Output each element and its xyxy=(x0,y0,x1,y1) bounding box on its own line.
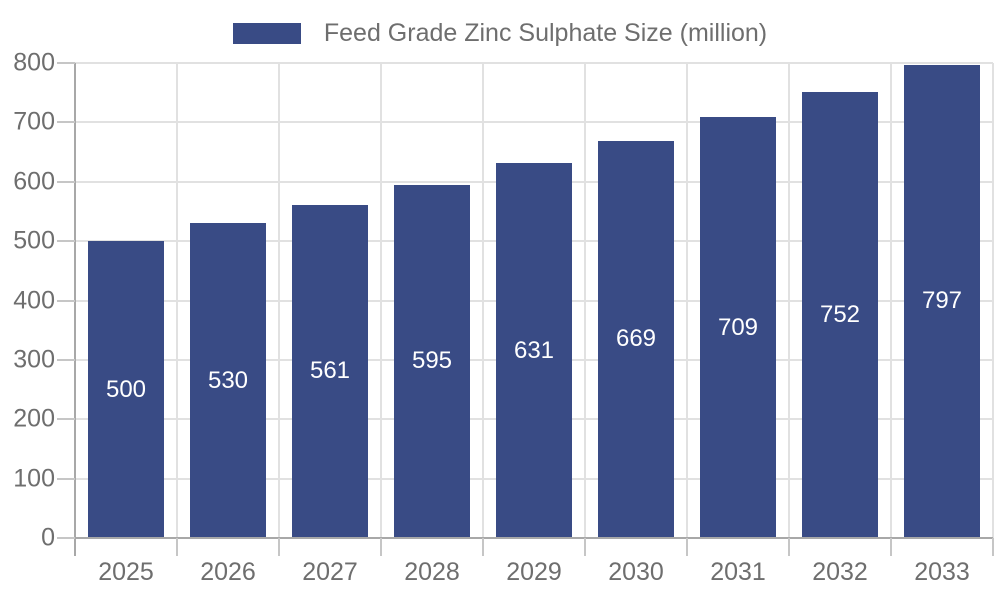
x-tick-label: 2028 xyxy=(404,558,460,586)
gridline-vertical xyxy=(584,63,586,538)
gridline-vertical xyxy=(890,63,892,538)
y-axis-tick xyxy=(57,299,75,302)
bar-value-label: 752 xyxy=(819,300,861,328)
bar: 631 xyxy=(496,163,572,538)
x-tick-label: 2029 xyxy=(506,558,562,586)
bar-value-label: 669 xyxy=(615,325,657,353)
bar: 797 xyxy=(904,64,980,538)
x-tick-label: 2026 xyxy=(200,558,256,586)
y-tick-label: 0 xyxy=(41,523,55,552)
bar-value-label: 530 xyxy=(207,366,249,394)
legend-label: Feed Grade Zinc Sulphate Size (million) xyxy=(323,19,768,47)
x-tick-label: 2031 xyxy=(710,558,766,586)
y-axis-tick xyxy=(57,121,75,124)
gridline-vertical xyxy=(482,63,484,538)
legend[interactable]: Feed Grade Zinc Sulphate Size (million) xyxy=(0,20,1000,46)
y-axis-tick xyxy=(57,537,75,539)
bar: 530 xyxy=(190,223,266,538)
y-tick-label: 600 xyxy=(13,167,55,196)
x-axis-tick xyxy=(278,538,280,556)
bar: 709 xyxy=(700,117,776,538)
y-tick-label: 100 xyxy=(13,464,55,493)
bar: 595 xyxy=(394,184,470,538)
x-tick-label: 2033 xyxy=(914,558,970,586)
bar-value-label: 500 xyxy=(105,375,147,403)
x-axis-tick xyxy=(890,538,892,556)
bar: 752 xyxy=(802,91,878,538)
gridline-vertical xyxy=(278,63,280,538)
bar-value-label: 595 xyxy=(411,347,453,375)
x-axis-tick xyxy=(176,538,178,556)
y-tick-label: 300 xyxy=(13,345,55,374)
x-tick-label: 2027 xyxy=(302,558,358,586)
y-tick-label: 700 xyxy=(13,107,55,136)
y-axis-tick xyxy=(57,358,75,361)
x-tick-label: 2030 xyxy=(608,558,664,586)
gridline-horizontal xyxy=(75,121,993,124)
bar-value-label: 797 xyxy=(921,287,963,315)
gridline-vertical xyxy=(788,63,790,538)
x-axis-tick xyxy=(788,538,790,556)
x-axis-tick xyxy=(482,538,484,556)
x-axis-tick xyxy=(584,538,586,556)
y-axis-tick xyxy=(57,62,75,64)
y-axis-tick xyxy=(57,477,75,480)
legend-swatch xyxy=(232,22,301,44)
gridline-vertical xyxy=(176,63,178,538)
y-tick-label: 500 xyxy=(13,226,55,255)
gridline-vertical xyxy=(380,63,382,538)
bar: 561 xyxy=(292,204,368,538)
y-tick-label: 400 xyxy=(13,286,55,314)
bar-value-label: 631 xyxy=(513,336,555,364)
y-axis-tick xyxy=(57,180,75,183)
x-tick-label: 2032 xyxy=(812,558,868,586)
y-axis-line xyxy=(74,63,76,556)
x-axis-tick xyxy=(992,538,994,556)
bar-value-label: 709 xyxy=(717,313,759,341)
gridline-vertical xyxy=(992,63,994,538)
y-axis-tick xyxy=(57,240,75,243)
gridline-vertical xyxy=(686,63,688,538)
y-tick-label: 200 xyxy=(13,404,55,433)
bar: 669 xyxy=(598,140,674,538)
y-axis-tick xyxy=(57,418,75,421)
gridline-horizontal xyxy=(75,62,993,64)
x-axis-tick xyxy=(686,538,688,556)
bar: 500 xyxy=(88,241,164,538)
x-axis-tick xyxy=(380,538,382,556)
y-tick-label: 800 xyxy=(13,48,55,77)
bar-value-label: 561 xyxy=(309,357,351,385)
x-tick-label: 2025 xyxy=(98,558,154,586)
x-axis-line xyxy=(75,537,993,539)
